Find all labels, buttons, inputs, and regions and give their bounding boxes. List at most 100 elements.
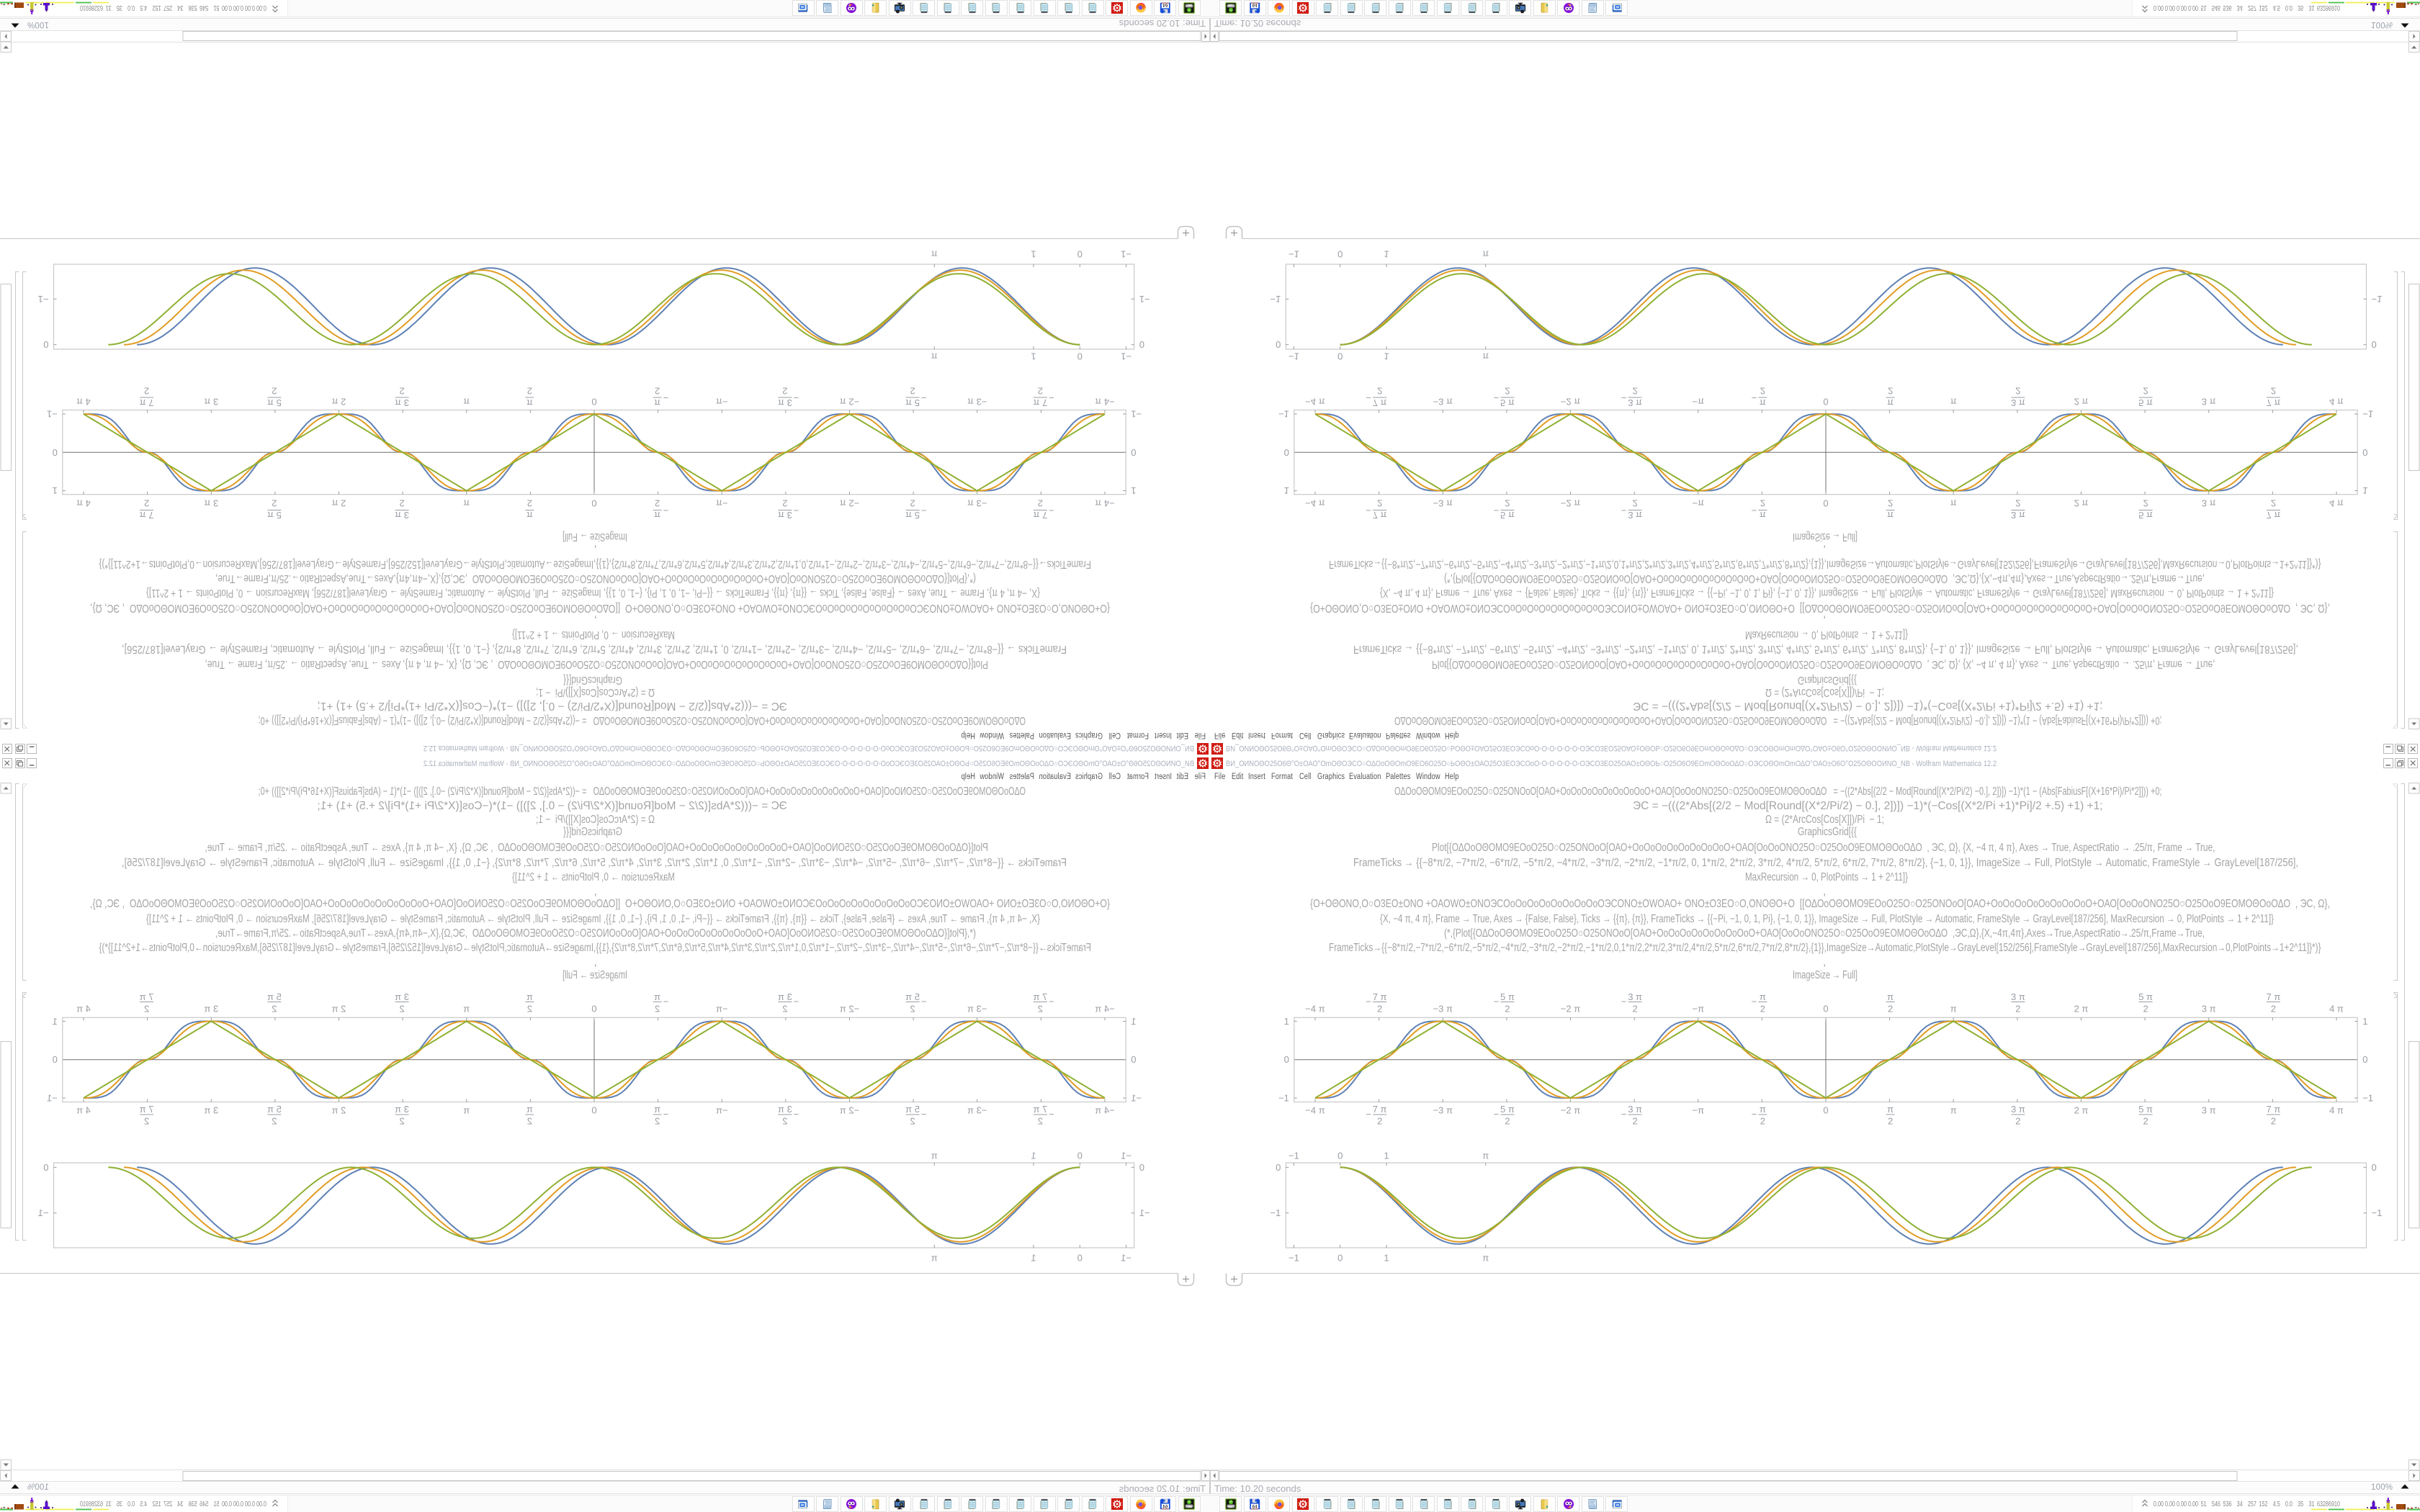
svg-text:7 π: 7 π <box>1033 397 1047 408</box>
svg-text:1: 1 <box>1031 351 1036 362</box>
svg-text:π: π <box>1482 1253 1489 1264</box>
svg-text:2 π: 2 π <box>332 397 346 408</box>
svg-text:−1: −1 <box>47 1093 58 1104</box>
svg-text:−: − <box>1752 996 1757 1007</box>
svg-text:4 π: 4 π <box>2329 397 2344 408</box>
svg-text:−: − <box>1752 1109 1757 1120</box>
svg-text:−3 π: −3 π <box>967 397 987 408</box>
svg-text:−2 π: −2 π <box>1561 1105 1580 1116</box>
svg-text:π: π <box>526 510 533 521</box>
svg-text:0: 0 <box>591 1105 596 1116</box>
svg-text:π: π <box>654 510 660 521</box>
svg-text:1: 1 <box>1031 1253 1036 1264</box>
svg-text:π: π <box>463 1105 470 1116</box>
svg-text:64: 64 <box>1252 1504 1258 1509</box>
svg-text:π: π <box>463 498 470 509</box>
svg-text:−4 π: −4 π <box>1305 397 1325 408</box>
svg-text:−: − <box>1494 392 1500 403</box>
svg-text:7 π: 7 π <box>1373 510 1387 521</box>
svg-text:1: 1 <box>1284 1016 1289 1027</box>
svg-text:3 π: 3 π <box>2011 397 2025 408</box>
svg-text:−: − <box>1621 996 1627 1007</box>
svg-text:5 π: 5 π <box>905 510 920 521</box>
svg-text:−3 π: −3 π <box>967 1105 987 1116</box>
svg-text:−1: −1 <box>1121 1151 1131 1161</box>
svg-text:π: π <box>654 397 660 408</box>
svg-text:2: 2 <box>1760 498 1765 509</box>
svg-text:2: 2 <box>272 498 277 509</box>
svg-text:1: 1 <box>53 1016 58 1027</box>
svg-text:−: − <box>1621 505 1627 516</box>
svg-text:−3 π: −3 π <box>1433 1004 1453 1014</box>
svg-text:1: 1 <box>1384 351 1389 362</box>
svg-text:5 π: 5 π <box>2138 991 2153 1002</box>
svg-text:5 π: 5 π <box>1500 1104 1515 1115</box>
svg-text:7 π: 7 π <box>140 991 154 1002</box>
svg-text:2: 2 <box>144 498 149 509</box>
svg-text:0: 0 <box>43 339 48 350</box>
svg-text:−: − <box>1621 392 1627 403</box>
svg-text:0: 0 <box>1823 1004 1828 1014</box>
svg-text:−π: −π <box>1693 1004 1705 1014</box>
svg-text:64: 64 <box>1162 3 1168 8</box>
svg-text:π: π <box>931 1151 938 1161</box>
svg-text:−1: −1 <box>1289 1253 1299 1264</box>
svg-text:−3 π: −3 π <box>967 1004 987 1014</box>
svg-text:2: 2 <box>655 386 660 397</box>
svg-text:2: 2 <box>2015 498 2020 509</box>
svg-text:−: − <box>921 996 927 1007</box>
svg-text:2: 2 <box>2143 386 2148 397</box>
svg-text:3 π: 3 π <box>2202 498 2216 509</box>
svg-text:3 π: 3 π <box>2202 397 2216 408</box>
svg-text:2 π: 2 π <box>2074 498 2089 509</box>
svg-text:−: − <box>1366 996 1371 1007</box>
svg-text:−1: −1 <box>1139 294 1150 305</box>
svg-text:7 π: 7 π <box>2266 991 2280 1002</box>
svg-text:−4 π: −4 π <box>1305 498 1325 509</box>
svg-text:3 π: 3 π <box>2202 1105 2216 1116</box>
svg-text:−: − <box>1049 392 1054 403</box>
svg-text:−: − <box>663 392 669 403</box>
svg-text:−1: −1 <box>1270 1207 1281 1218</box>
svg-text:2: 2 <box>2015 1004 2020 1014</box>
svg-text:0: 0 <box>591 397 596 408</box>
svg-text:2: 2 <box>655 1004 660 1014</box>
svg-text:2: 2 <box>399 386 404 397</box>
svg-text:−1: −1 <box>1278 1093 1289 1104</box>
svg-text:2: 2 <box>1505 498 1510 509</box>
svg-text:π: π <box>931 1253 938 1264</box>
svg-text:−: − <box>1494 505 1500 516</box>
svg-text:−1: −1 <box>2362 1093 2373 1104</box>
svg-text:4 π: 4 π <box>76 1105 91 1116</box>
svg-text:3 π: 3 π <box>204 397 218 408</box>
svg-text:1: 1 <box>1131 485 1136 496</box>
svg-text:2: 2 <box>2271 386 2276 397</box>
svg-text:−4 π: −4 π <box>1095 397 1114 408</box>
svg-text:−4 π: −4 π <box>1095 1004 1114 1014</box>
svg-text:−π: −π <box>1693 498 1705 509</box>
svg-text:π: π <box>1760 991 1766 1002</box>
svg-text:−1: −1 <box>1289 351 1299 362</box>
svg-text:0: 0 <box>1077 351 1083 362</box>
svg-text:−1: −1 <box>47 409 58 420</box>
svg-text:3 π: 3 π <box>1628 510 1642 521</box>
svg-text:π: π <box>526 397 533 408</box>
svg-text:−π: −π <box>716 498 728 509</box>
svg-text:−π: −π <box>1693 397 1705 408</box>
svg-text:−1: −1 <box>1131 1093 1142 1104</box>
svg-text:0: 0 <box>1077 1151 1083 1161</box>
svg-text:4 π: 4 π <box>2329 498 2344 509</box>
svg-text:0: 0 <box>1337 249 1343 260</box>
svg-text:π: π <box>931 249 938 260</box>
svg-text:2: 2 <box>782 498 787 509</box>
svg-text:2: 2 <box>527 386 532 397</box>
svg-text:0: 0 <box>1284 447 1289 458</box>
svg-text:5 π: 5 π <box>267 991 282 1002</box>
svg-text:0: 0 <box>43 1162 48 1173</box>
svg-text:2: 2 <box>1038 498 1043 509</box>
svg-text:0: 0 <box>591 1004 596 1014</box>
svg-text:3 π: 3 π <box>395 991 409 1002</box>
svg-text:7 π: 7 π <box>2266 510 2280 521</box>
svg-text:π: π <box>463 397 470 408</box>
svg-text:3 π: 3 π <box>778 991 792 1002</box>
